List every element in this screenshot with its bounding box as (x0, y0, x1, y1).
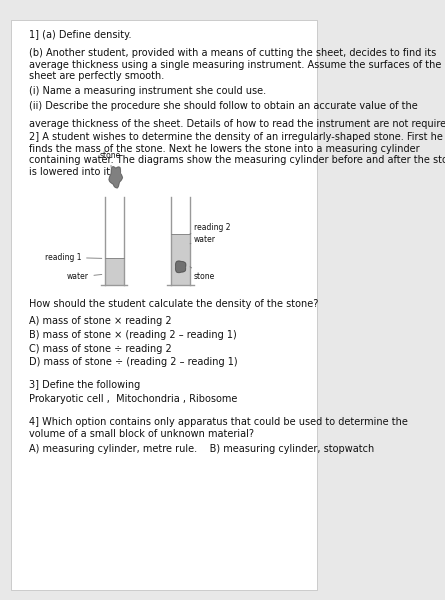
Text: average thickness using a single measuring instrument. Assume the surfaces of th: average thickness using a single measuri… (29, 60, 442, 70)
Text: stone: stone (190, 267, 215, 281)
Text: A) measuring cylinder, metre rule.    B) measuring cylinder, stopwatch: A) measuring cylinder, metre rule. B) me… (29, 444, 375, 454)
Text: reading 1: reading 1 (44, 253, 102, 262)
Text: B) mass of stone × (reading 2 – reading 1): B) mass of stone × (reading 2 – reading … (29, 330, 237, 340)
Text: average thickness of the sheet. Details of how to read the instrument are not re: average thickness of the sheet. Details … (29, 119, 445, 128)
Text: water: water (190, 235, 216, 244)
Text: reading 2: reading 2 (190, 223, 230, 234)
Text: 3] Define the following: 3] Define the following (29, 380, 141, 391)
Text: D) mass of stone ÷ (reading 2 – reading 1): D) mass of stone ÷ (reading 2 – reading … (29, 358, 238, 367)
Text: water: water (66, 272, 102, 281)
Text: (b) Another student, provided with a means of cutting the sheet, decides to find: (b) Another student, provided with a mea… (29, 49, 437, 58)
Text: C) mass of stone ÷ reading 2: C) mass of stone ÷ reading 2 (29, 344, 172, 353)
Text: (ii) Describe the procedure she should follow to obtain an accurate value of the: (ii) Describe the procedure she should f… (29, 101, 418, 112)
Text: How should the student calculate the density of the stone?: How should the student calculate the den… (29, 299, 319, 309)
Text: stone: stone (99, 151, 121, 168)
Text: Prokaryotic cell ,  Mitochondria , Ribosome: Prokaryotic cell , Mitochondria , Riboso… (29, 394, 238, 404)
Text: A) mass of stone × reading 2: A) mass of stone × reading 2 (29, 316, 172, 326)
Text: finds the mass of the stone. Next he lowers the stone into a measuring cylinder: finds the mass of the stone. Next he low… (29, 144, 420, 154)
Text: 4] Which option contains only apparatus that could be used to determine the: 4] Which option contains only apparatus … (29, 417, 409, 427)
Polygon shape (176, 261, 186, 272)
Text: 2] A student wishes to determine the density of an irregularly-shaped stone. Fir: 2] A student wishes to determine the den… (29, 133, 443, 142)
Text: containing water. The diagrams show the measuring cylinder before and after the : containing water. The diagrams show the … (29, 155, 445, 166)
Text: volume of a small block of unknown material?: volume of a small block of unknown mater… (29, 429, 255, 439)
Text: is lowered into it.: is lowered into it. (29, 167, 113, 177)
Polygon shape (109, 167, 122, 188)
Bar (171, 234, 190, 285)
Bar (105, 259, 124, 285)
Text: 1] (a) Define density.: 1] (a) Define density. (29, 30, 132, 40)
Text: sheet are perfectly smooth.: sheet are perfectly smooth. (29, 71, 165, 82)
Text: (i) Name a measuring instrument she could use.: (i) Name a measuring instrument she coul… (29, 86, 267, 97)
